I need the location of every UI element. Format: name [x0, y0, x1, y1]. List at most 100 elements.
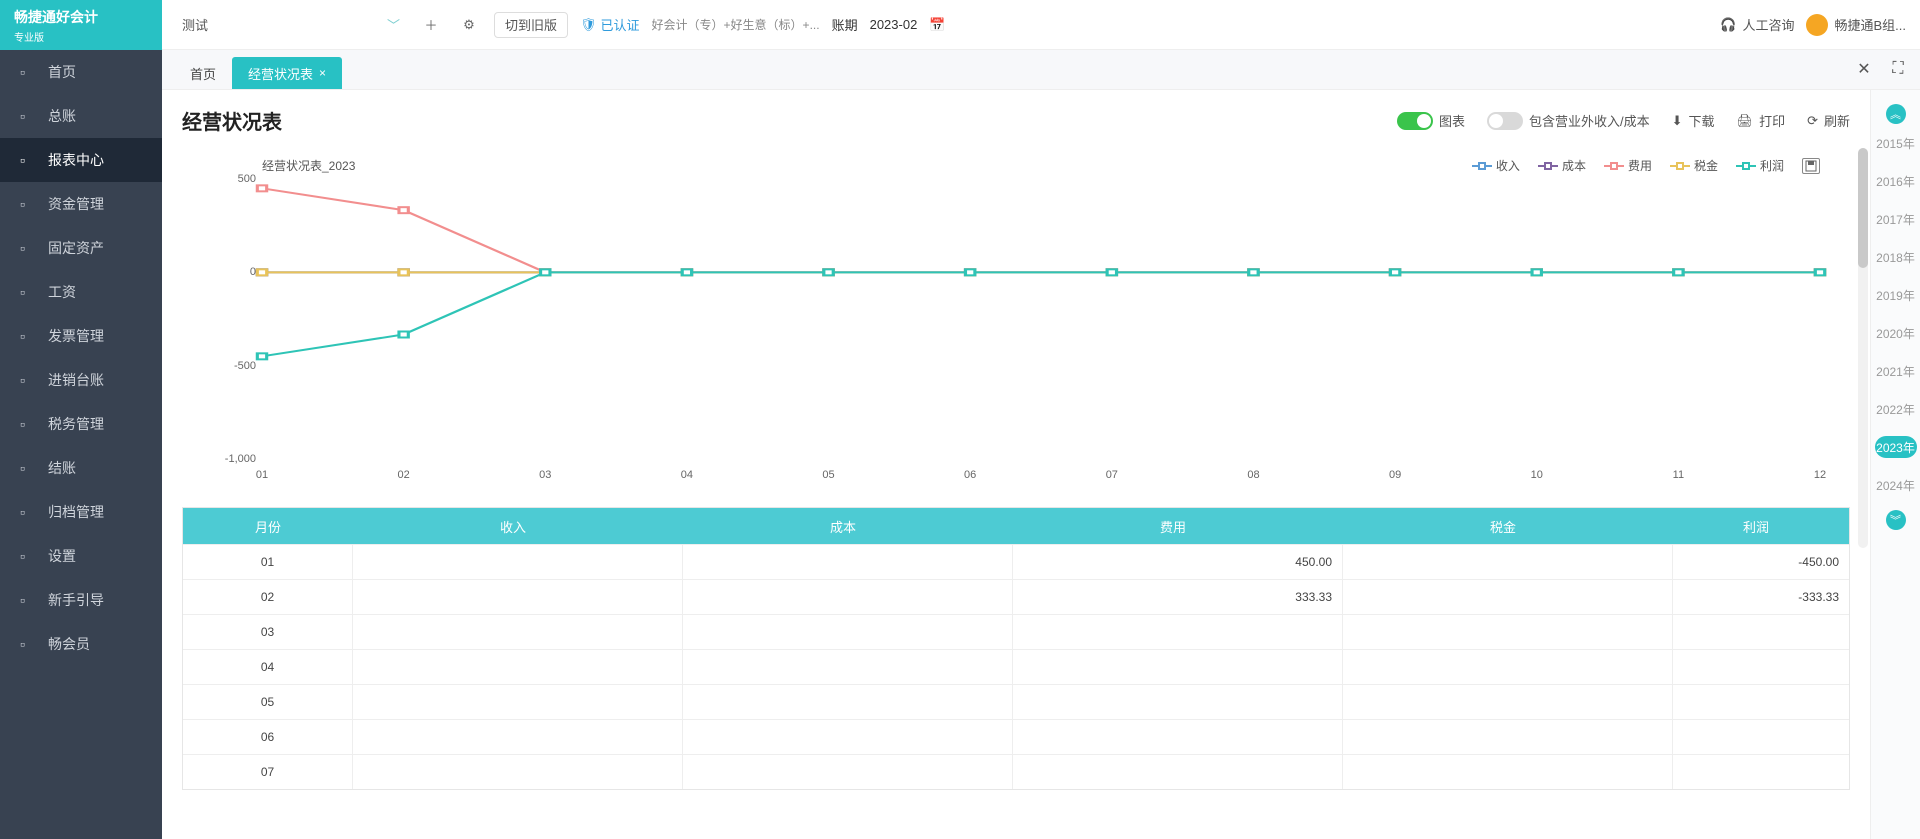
- year-up-icon[interactable]: ︽: [1886, 104, 1906, 124]
- support-button[interactable]: 🎧 人工咨询: [1720, 15, 1794, 34]
- sidebar-item[interactable]: ▫ 资金管理: [0, 182, 162, 226]
- year-option[interactable]: 2016年: [1871, 162, 1920, 200]
- toggle-extra[interactable]: 包含营业外收入/成本: [1487, 111, 1650, 130]
- refresh-icon: ⟳: [1807, 113, 1818, 129]
- sidebar-item-label: 发票管理: [48, 326, 104, 346]
- col-revenue: 收入: [353, 508, 683, 544]
- cell-fee: 333.33: [1013, 580, 1343, 614]
- year-option[interactable]: 2019年: [1871, 276, 1920, 314]
- sidebar-item[interactable]: ▫固定资产: [0, 226, 162, 270]
- user-name: 畅捷通B组...: [1834, 15, 1906, 34]
- sidebar-item[interactable]: ▫税务管理: [0, 402, 162, 446]
- sidebar-item-label: 总账: [48, 106, 76, 126]
- headset-icon: 🎧: [1720, 17, 1736, 33]
- sidebar-item[interactable]: ▫ 发票管理: [0, 314, 162, 358]
- year-down-icon[interactable]: ︾: [1886, 510, 1906, 530]
- brand-edition: 专业版: [14, 29, 98, 44]
- page-content: 经营状况表 图表 包含营业外收入/成本 ⬇ 下载 🖨 打印 ⟳ 刷新: [162, 90, 1870, 839]
- year-option[interactable]: 2023年: [1875, 436, 1917, 458]
- scrollbar-thumb[interactable]: [1858, 148, 1868, 268]
- nav-icon: ▫: [20, 108, 36, 124]
- page-title: 经营状况表: [182, 106, 282, 135]
- fullscreen-icon[interactable]: ⛶: [1886, 57, 1910, 81]
- sidebar-item[interactable]: ▫结账: [0, 446, 162, 490]
- close-icon[interactable]: ×: [319, 66, 326, 80]
- company-selector[interactable]: 测试 ﹀: [176, 10, 406, 40]
- period-value[interactable]: 2023-02: [870, 17, 918, 32]
- legend-label: 利润: [1760, 157, 1784, 174]
- year-option[interactable]: 2022年: [1871, 390, 1920, 428]
- sidebar-item-label: 归档管理: [48, 502, 104, 522]
- user-menu[interactable]: 畅捷通B组...: [1806, 14, 1906, 36]
- nav-icon: ▫: [20, 592, 36, 608]
- gear-icon[interactable]: ⚙: [456, 12, 482, 38]
- nav-icon: ▫: [20, 504, 36, 520]
- x-axis-label: 03: [539, 469, 551, 481]
- sidebar-item[interactable]: ▫进销台账: [0, 358, 162, 402]
- x-axis-label: 07: [1106, 469, 1118, 481]
- nav-icon: ▫: [20, 196, 36, 212]
- cell-month: 05: [183, 685, 353, 719]
- print-button[interactable]: 🖨 打印: [1737, 111, 1786, 130]
- toggle-chart-label: 图表: [1439, 111, 1465, 130]
- sidebar-item[interactable]: ▫首页: [0, 50, 162, 94]
- sidebar-item-label: 资金管理: [48, 194, 104, 214]
- sidebar-item[interactable]: ▫设置: [0, 534, 162, 578]
- cell-revenue: [353, 685, 683, 719]
- download-button[interactable]: ⬇ 下载: [1672, 111, 1715, 130]
- tab-active[interactable]: 经营状况表 ×: [232, 57, 342, 89]
- scrollbar[interactable]: [1858, 148, 1868, 548]
- chart-plot: [262, 179, 1820, 459]
- calendar-icon[interactable]: 📅: [929, 17, 945, 33]
- download-label: 下载: [1689, 111, 1715, 130]
- legend-item[interactable]: 税金: [1670, 157, 1718, 174]
- sidebar-item[interactable]: ▫报表中心: [0, 138, 162, 182]
- chart-save-icon[interactable]: [1802, 158, 1820, 174]
- cell-revenue: [353, 615, 683, 649]
- cell-revenue: [353, 755, 683, 789]
- sidebar-item[interactable]: ▫ 新手引导: [0, 578, 162, 622]
- close-all-icon[interactable]: ✕: [1852, 57, 1876, 81]
- year-option[interactable]: 2018年: [1871, 238, 1920, 276]
- sidebar-item-label: 新手引导: [48, 590, 104, 610]
- cell-tax: [1343, 755, 1673, 789]
- x-axis-label: 04: [681, 469, 693, 481]
- year-rail: ︽ 2015年2016年2017年2018年2019年2020年2021年202…: [1870, 90, 1920, 839]
- sidebar-item[interactable]: ▫工资: [0, 270, 162, 314]
- year-option[interactable]: 2020年: [1871, 314, 1920, 352]
- switch-old-button[interactable]: 切到旧版: [494, 12, 568, 38]
- x-axis-label: 09: [1389, 469, 1401, 481]
- brand-logo: 畅捷通好会计 专业版: [0, 0, 162, 50]
- legend-item[interactable]: 利润: [1736, 157, 1784, 174]
- cell-fee: [1013, 615, 1343, 649]
- legend-item[interactable]: 成本: [1538, 157, 1586, 174]
- cell-fee: [1013, 755, 1343, 789]
- year-option[interactable]: 2021年: [1871, 352, 1920, 390]
- cell-cost: [683, 650, 1013, 684]
- nav-icon: ▫: [20, 64, 36, 80]
- year-option[interactable]: 2024年: [1871, 466, 1920, 504]
- sidebar-item-label: 畅会员: [48, 634, 90, 654]
- toggle-chart[interactable]: 图表: [1397, 111, 1465, 130]
- sidebar-item-label: 工资: [48, 282, 76, 302]
- verified-badge: 🛡 已认证: [580, 15, 640, 34]
- legend-item[interactable]: 收入: [1472, 157, 1520, 174]
- cell-month: 07: [183, 755, 353, 789]
- cell-fee: [1013, 720, 1343, 754]
- add-icon[interactable]: ＋: [418, 12, 444, 38]
- sidebar-item[interactable]: ▫ 总账: [0, 94, 162, 138]
- refresh-button[interactable]: ⟳ 刷新: [1807, 111, 1850, 130]
- sidebar-item[interactable]: ▫ 归档管理: [0, 490, 162, 534]
- legend-label: 税金: [1694, 157, 1718, 174]
- tab-home[interactable]: 首页: [174, 57, 232, 89]
- nav-icon: ▫: [20, 328, 36, 344]
- legend-item[interactable]: 费用: [1604, 157, 1652, 174]
- sidebar-item[interactable]: ▫畅会员: [0, 622, 162, 666]
- company-name: 测试: [182, 15, 208, 34]
- legend-label: 收入: [1496, 157, 1520, 174]
- year-option[interactable]: 2017年: [1871, 200, 1920, 238]
- sidebar-item-label: 固定资产: [48, 238, 104, 258]
- switch-old-label: 切到旧版: [505, 15, 557, 34]
- year-option[interactable]: 2015年: [1871, 124, 1920, 162]
- toggle-extra-label: 包含营业外收入/成本: [1529, 111, 1650, 130]
